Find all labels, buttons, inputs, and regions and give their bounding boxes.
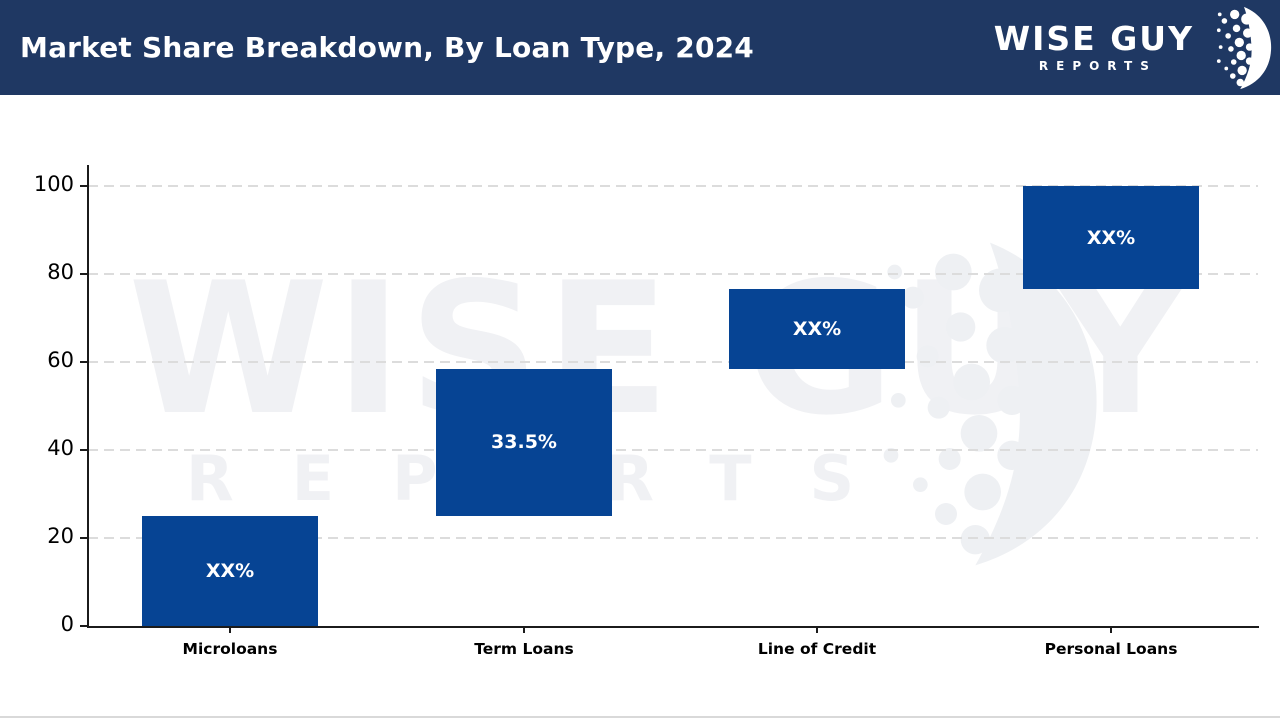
bar-microloans: XX% — [142, 516, 318, 626]
logo-wordmark: WISE GUY — [993, 19, 1194, 58]
y-tick-label: 100 — [33, 172, 74, 196]
x-category-label: Microloans — [182, 640, 278, 658]
bottom-divider — [0, 716, 1280, 718]
x-category-label: Term Loans — [474, 640, 574, 658]
y-gridline — [88, 185, 1258, 187]
logo-subtext: REPORTS — [1038, 59, 1157, 73]
y-tick-label: 0 — [60, 612, 74, 636]
y-tick — [80, 625, 88, 627]
logo-text: WISE GUY REPORTS — [994, 22, 1194, 73]
x-tick — [816, 626, 818, 633]
y-gridline — [88, 361, 1258, 363]
y-gridline — [88, 449, 1258, 451]
x-tick — [1110, 626, 1112, 633]
x-tick — [229, 626, 231, 633]
x-category-label: Line of Credit — [757, 640, 877, 658]
y-tick — [80, 449, 88, 451]
header: Market Share Breakdown, By Loan Type, 20… — [0, 0, 1280, 95]
bar-value-label: XX% — [1086, 226, 1136, 249]
bar-line-of-credit: XX% — [729, 289, 905, 369]
y-tick — [80, 537, 88, 539]
y-gridline — [88, 537, 1258, 539]
y-tick — [80, 361, 88, 363]
logo-head-icon — [1216, 6, 1272, 89]
y-tick-label: 40 — [47, 436, 74, 460]
bar-value-label: XX% — [792, 317, 842, 340]
bar-term-loans: 33.5% — [436, 368, 612, 516]
bar-personal-loans: XX% — [1023, 186, 1199, 290]
y-gridline — [88, 273, 1258, 275]
x-tick — [523, 626, 525, 633]
y-axis — [87, 165, 89, 628]
bar-value-label: XX% — [205, 560, 255, 582]
bar-value-label: 33.5% — [491, 431, 557, 454]
y-tick-label: 20 — [47, 524, 74, 548]
watermark-head-icon — [883, 242, 1097, 566]
y-tick — [80, 273, 88, 275]
y-tick-label: 80 — [47, 260, 74, 284]
wiseguy-logo: WISE GUY REPORTS — [994, 5, 1272, 91]
x-axis — [87, 626, 1259, 628]
x-category-label: Personal Loans — [1044, 640, 1178, 658]
chart-title: Market Share Breakdown, By Loan Type, 20… — [20, 31, 754, 64]
y-tick-label: 60 — [47, 348, 74, 372]
y-tick — [80, 185, 88, 187]
